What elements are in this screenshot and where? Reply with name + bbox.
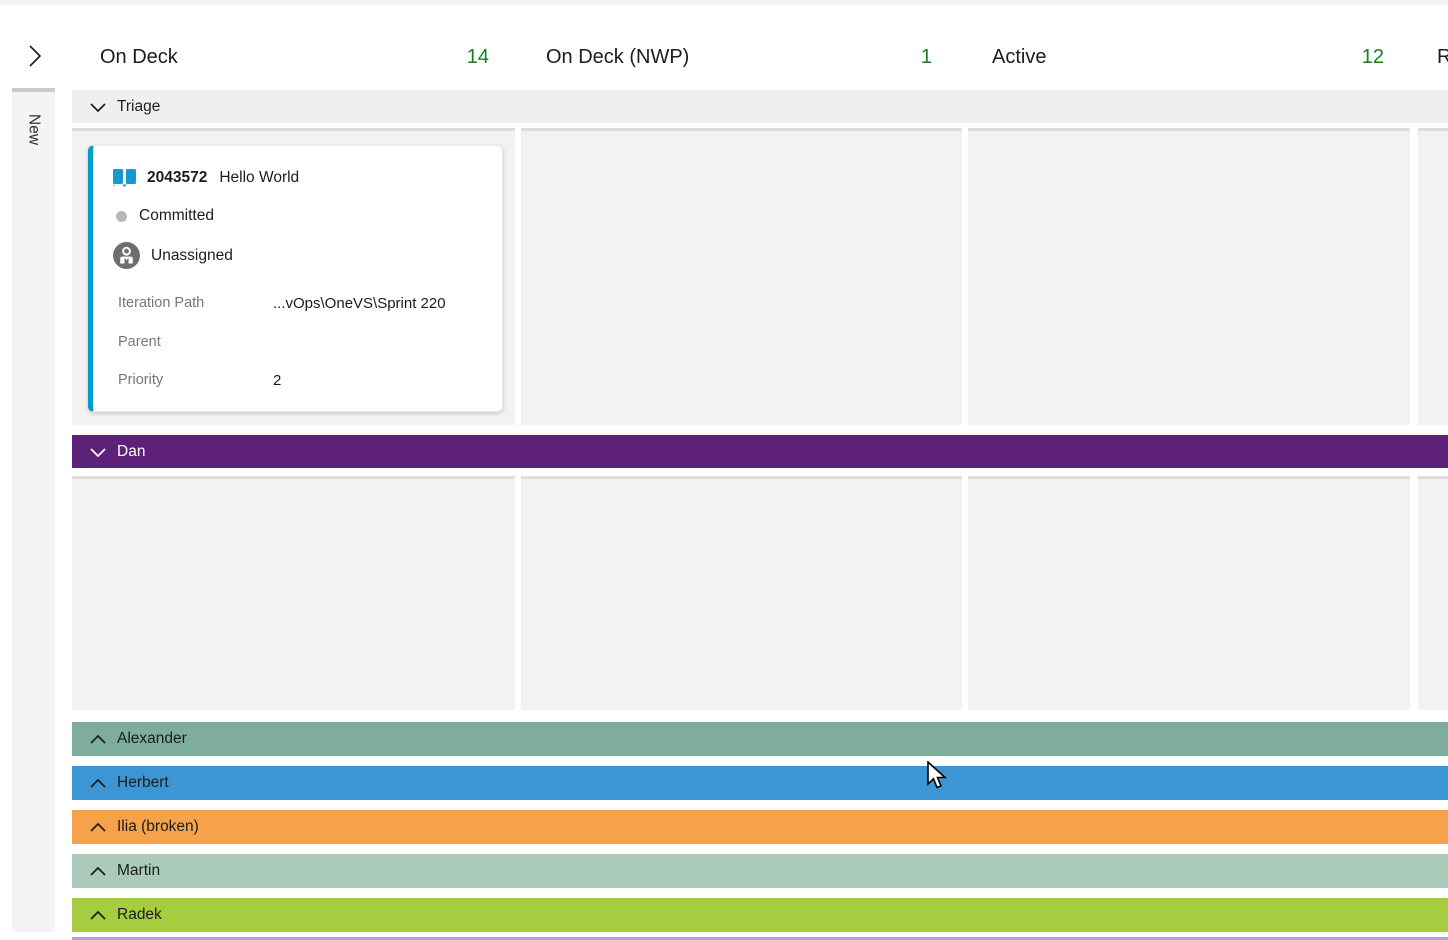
board-cell [72,476,515,710]
chevron-down-icon[interactable] [88,100,108,114]
field-label: Parent [118,334,161,350]
column-count: 12 [1361,45,1384,68]
swimlane-header-alexander[interactable]: Alexander [72,722,1448,756]
swimlane-header-dan[interactable]: Dan [72,435,1448,468]
avatar-unassigned-icon[interactable] [113,242,140,269]
column-header-clipped: R [1418,32,1448,82]
column-header-on-deck-nwp: On Deck (NWP) 1 [521,32,962,82]
board-cell [968,128,1410,425]
swimlane-label: Triage [117,97,161,115]
field-label: Priority [118,372,164,388]
board-cell [968,476,1410,710]
column-header-active: Active 12 [968,32,1410,82]
swimlane-label: Radek [117,906,162,923]
collapsed-column-new[interactable]: New [12,88,55,932]
card-field-priority: Priority 2 [118,372,483,389]
column-count: 1 [920,45,932,68]
chevron-up-icon[interactable] [88,908,108,922]
column-title: R [1437,45,1448,68]
column-title: Active [992,45,1047,68]
swimlane-label: Martin [117,862,161,879]
swimlane-label: Herbert [117,774,169,791]
board-cell [1418,476,1448,710]
swimlane-label: Alexander [117,730,187,747]
swimlane-header-ilia[interactable]: Ilia (broken) [72,810,1448,844]
column-title: On Deck [100,45,178,68]
board-cell [1418,128,1448,425]
work-item-state: Committed [139,207,214,224]
work-item-card[interactable]: 2043572 Hello World Committed Unassigned… [88,145,503,412]
board-cell [521,128,962,425]
swimlane-header-martin[interactable]: Martin [72,854,1448,888]
column-title: On Deck (NWP) [546,45,690,68]
column-count: 14 [466,45,489,68]
assignee[interactable]: Unassigned [151,246,233,264]
swimlane-header-radek[interactable]: Radek [72,898,1448,932]
chevron-right-icon [27,43,43,69]
chevron-up-icon[interactable] [88,820,108,834]
work-item-id: 2043572 [147,168,208,186]
chevron-down-icon[interactable] [88,445,108,459]
column-header-on-deck: On Deck 14 [72,32,515,82]
swimlane-label: Dan [117,442,146,460]
top-strip [0,0,1448,5]
card-field-iteration-path: Iteration Path ...vOps\OneVS\Sprint 220 [118,295,483,312]
swimlane-label: Ilia (broken) [117,818,199,835]
swimlane-header-triage[interactable]: Triage [72,90,1448,123]
book-icon [113,168,136,187]
field-value[interactable]: ...vOps\OneVS\Sprint 220 [273,295,446,312]
swimlane-header-herbert[interactable]: Herbert [72,766,1448,800]
chevron-up-icon[interactable] [88,732,108,746]
collapsed-column-label: New [25,114,43,146]
state-dot-icon [116,210,127,222]
chevron-up-icon[interactable] [88,776,108,790]
field-value[interactable]: 2 [273,372,282,389]
work-item-title[interactable]: Hello World [219,168,300,186]
expand-column-button[interactable] [20,40,50,72]
field-label: Iteration Path [118,295,205,311]
chevron-up-icon[interactable] [88,864,108,878]
swimlane-header-partial[interactable] [72,937,1448,940]
board-cell [521,476,962,710]
card-field-parent: Parent [118,334,483,350]
